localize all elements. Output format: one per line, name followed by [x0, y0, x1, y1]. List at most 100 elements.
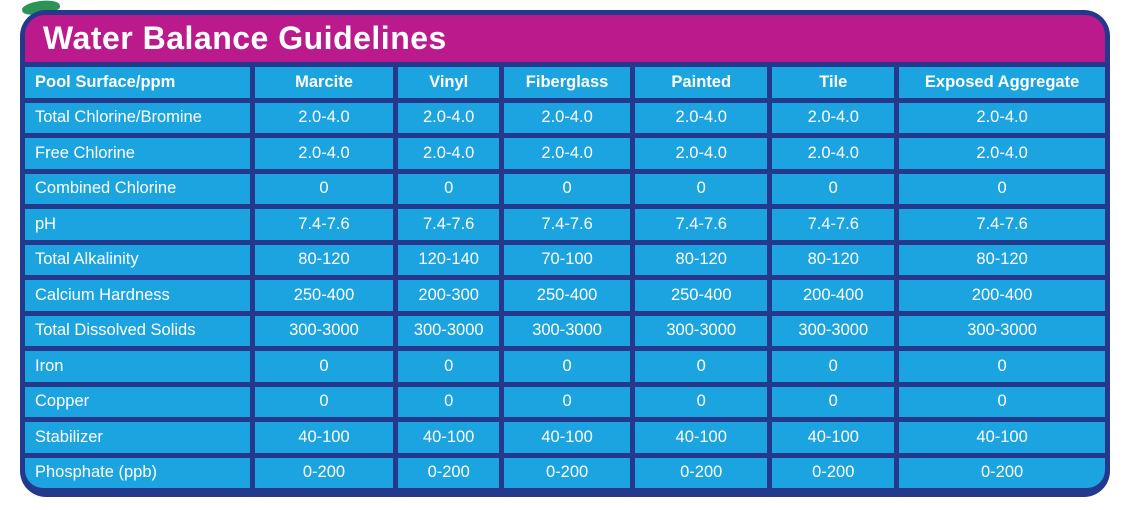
- value-cell: 2.0-4.0: [398, 138, 499, 169]
- value-cell: 300-3000: [398, 316, 499, 347]
- value-cell: 0: [504, 174, 630, 205]
- value-cell: 0: [772, 387, 894, 418]
- value-cell: 0: [255, 174, 394, 205]
- value-cell: 2.0-4.0: [255, 138, 394, 169]
- value-cell: 2.0-4.0: [504, 103, 630, 134]
- column-header: Painted: [635, 67, 767, 98]
- table-body: Total Chlorine/Bromine2.0-4.02.0-4.02.0-…: [25, 103, 1105, 489]
- value-cell: 0: [398, 174, 499, 205]
- row-label: pH: [25, 209, 250, 240]
- row-label: Iron: [25, 351, 250, 382]
- row-label: Calcium Hardness: [25, 280, 250, 311]
- column-header: Fiberglass: [504, 67, 630, 98]
- table-row: Total Chlorine/Bromine2.0-4.02.0-4.02.0-…: [25, 103, 1105, 134]
- column-header: Marcite: [255, 67, 394, 98]
- value-cell: 2.0-4.0: [899, 138, 1105, 169]
- row-label: Total Chlorine/Bromine: [25, 103, 250, 134]
- table-row: Total Dissolved Solids300-3000300-300030…: [25, 316, 1105, 347]
- value-cell: 2.0-4.0: [635, 138, 767, 169]
- header-row: Pool Surface/ppmMarciteVinylFiberglassPa…: [25, 67, 1105, 98]
- value-cell: 7.4-7.6: [504, 209, 630, 240]
- row-header: Pool Surface/ppm: [25, 67, 250, 98]
- value-cell: 2.0-4.0: [504, 138, 630, 169]
- value-cell: 0-200: [398, 458, 499, 489]
- value-cell: 0: [398, 387, 499, 418]
- value-cell: 200-300: [398, 280, 499, 311]
- page-title: Water Balance Guidelines: [43, 20, 447, 57]
- value-cell: 0: [255, 351, 394, 382]
- value-cell: 40-100: [772, 422, 894, 453]
- value-cell: 80-120: [772, 245, 894, 276]
- value-cell: 2.0-4.0: [772, 103, 894, 134]
- table-row: Iron000000: [25, 351, 1105, 382]
- table-row: Stabilizer40-10040-10040-10040-10040-100…: [25, 422, 1105, 453]
- value-cell: 250-400: [255, 280, 394, 311]
- table-row: pH7.4-7.67.4-7.67.4-7.67.4-7.67.4-7.67.4…: [25, 209, 1105, 240]
- value-cell: 2.0-4.0: [772, 138, 894, 169]
- row-label: Free Chlorine: [25, 138, 250, 169]
- row-label: Combined Chlorine: [25, 174, 250, 205]
- table-row: Copper000000: [25, 387, 1105, 418]
- value-cell: 0: [772, 174, 894, 205]
- value-cell: 2.0-4.0: [255, 103, 394, 134]
- value-cell: 40-100: [635, 422, 767, 453]
- title-band: Water Balance Guidelines: [25, 15, 1105, 62]
- value-cell: 40-100: [398, 422, 499, 453]
- value-cell: 7.4-7.6: [635, 209, 767, 240]
- value-cell: 2.0-4.0: [635, 103, 767, 134]
- value-cell: 0-200: [635, 458, 767, 489]
- value-cell: 250-400: [635, 280, 767, 311]
- value-cell: 0: [398, 351, 499, 382]
- value-cell: 7.4-7.6: [255, 209, 394, 240]
- table-row: Combined Chlorine000000: [25, 174, 1105, 205]
- water-balance-card: Water Balance Guidelines Pool Surface/pp…: [20, 10, 1110, 497]
- value-cell: 0-200: [899, 458, 1105, 489]
- value-cell: 300-3000: [899, 316, 1105, 347]
- value-cell: 300-3000: [255, 316, 394, 347]
- column-header: Tile: [772, 67, 894, 98]
- value-cell: 200-400: [899, 280, 1105, 311]
- value-cell: 7.4-7.6: [899, 209, 1105, 240]
- value-cell: 0: [255, 387, 394, 418]
- value-cell: 40-100: [899, 422, 1105, 453]
- column-header: Vinyl: [398, 67, 499, 98]
- value-cell: 120-140: [398, 245, 499, 276]
- table-row: Total Alkalinity80-120120-14070-10080-12…: [25, 245, 1105, 276]
- value-cell: 0: [504, 387, 630, 418]
- value-cell: 0-200: [772, 458, 894, 489]
- value-cell: 300-3000: [772, 316, 894, 347]
- value-cell: 0: [635, 387, 767, 418]
- table-row: Phosphate (ppb)0-2000-2000-2000-2000-200…: [25, 458, 1105, 489]
- value-cell: 40-100: [255, 422, 394, 453]
- value-cell: 200-400: [772, 280, 894, 311]
- row-label: Copper: [25, 387, 250, 418]
- row-label: Total Alkalinity: [25, 245, 250, 276]
- value-cell: 2.0-4.0: [398, 103, 499, 134]
- value-cell: 40-100: [504, 422, 630, 453]
- value-cell: 7.4-7.6: [398, 209, 499, 240]
- value-cell: 300-3000: [635, 316, 767, 347]
- value-cell: 0-200: [255, 458, 394, 489]
- water-balance-table: Pool Surface/ppmMarciteVinylFiberglassPa…: [20, 62, 1110, 493]
- value-cell: 80-120: [899, 245, 1105, 276]
- value-cell: 300-3000: [504, 316, 630, 347]
- value-cell: 0: [635, 351, 767, 382]
- value-cell: 0: [899, 387, 1105, 418]
- row-label: Stabilizer: [25, 422, 250, 453]
- table-row: Calcium Hardness250-400200-300250-400250…: [25, 280, 1105, 311]
- value-cell: 80-120: [255, 245, 394, 276]
- value-cell: 7.4-7.6: [772, 209, 894, 240]
- value-cell: 0: [899, 174, 1105, 205]
- column-header: Exposed Aggregate: [899, 67, 1105, 98]
- value-cell: 0: [899, 351, 1105, 382]
- row-label: Phosphate (ppb): [25, 458, 250, 489]
- row-label: Total Dissolved Solids: [25, 316, 250, 347]
- value-cell: 0-200: [504, 458, 630, 489]
- value-cell: 70-100: [504, 245, 630, 276]
- value-cell: 2.0-4.0: [899, 103, 1105, 134]
- value-cell: 250-400: [504, 280, 630, 311]
- value-cell: 0: [635, 174, 767, 205]
- value-cell: 80-120: [635, 245, 767, 276]
- table-row: Free Chlorine2.0-4.02.0-4.02.0-4.02.0-4.…: [25, 138, 1105, 169]
- value-cell: 0: [504, 351, 630, 382]
